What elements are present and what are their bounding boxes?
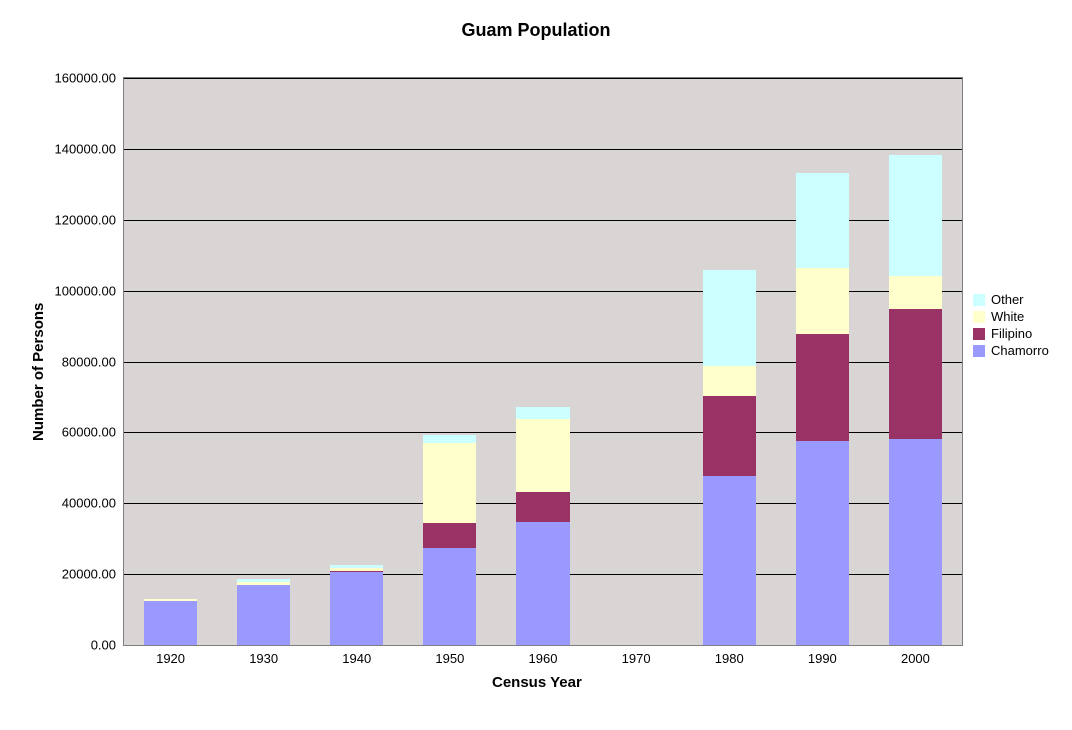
y-tick-label: 80000.00 [62,354,116,369]
y-tick-label: 20000.00 [62,567,116,582]
legend-item-chamorro: Chamorro [973,343,1049,358]
bar-segment-white [423,443,476,523]
x-tick-label: 1980 [715,651,744,666]
x-axis-label: Census Year [492,674,582,691]
bar-segment-chamorro [516,522,569,645]
bar [703,270,756,645]
y-axis-label: Number of Persons [30,302,47,440]
legend-label: Filipino [991,326,1032,341]
bar-segment-other [516,407,569,419]
bar-segment-other [703,270,756,366]
x-tick-label: 1950 [435,651,464,666]
y-tick-label: 60000.00 [62,425,116,440]
bar-segment-chamorro [889,439,942,645]
legend-swatch [973,294,985,306]
y-tick-label: 140000.00 [55,141,116,156]
x-tick-label: 1930 [249,651,278,666]
legend-item-white: White [973,309,1049,324]
bar-segment-chamorro [423,548,476,645]
x-tick-label: 1920 [156,651,185,666]
x-tick-label: 2000 [901,651,930,666]
bar-segment-filipino [330,571,383,573]
bar-segment-other [796,173,849,268]
grid-line [124,149,962,150]
plot-area: 0.0020000.0040000.0060000.0080000.001000… [123,77,963,646]
bar-segment-white [703,366,756,396]
bar-segment-other [423,435,476,443]
y-tick-label: 100000.00 [55,283,116,298]
bar-segment-filipino [423,523,476,548]
legend-swatch [973,328,985,340]
bar-segment-chamorro [796,441,849,645]
bar-segment-other [237,579,290,581]
bar-segment-chamorro [237,585,290,645]
bar-segment-other [889,155,942,276]
bar-segment-other [330,565,383,568]
bar-segment-filipino [516,492,569,522]
legend-item-other: Other [973,292,1049,307]
chart-container: Guam Population 0.0020000.0040000.006000… [0,0,1072,730]
grid-line [124,78,962,79]
bar-segment-filipino [796,334,849,441]
bar-segment-filipino [889,309,942,439]
bar [330,565,383,645]
bar-segment-chamorro [144,601,197,645]
x-tick-label: 1960 [529,651,558,666]
bar-segment-white [889,276,942,309]
bar-segment-chamorro [703,476,756,645]
bar [516,407,569,645]
legend-swatch [973,311,985,323]
bar-segment-white [330,568,383,570]
bar [423,435,476,645]
legend: Other White Filipino Chamorro [973,290,1049,360]
y-tick-label: 0.00 [91,638,116,653]
legend-label: Other [991,292,1024,307]
y-tick-label: 120000.00 [55,212,116,227]
legend-swatch [973,345,985,357]
bar-segment-chamorro [330,572,383,645]
bar-segment-filipino [703,396,756,476]
bar-segment-white [237,582,290,585]
y-tick-label: 40000.00 [62,496,116,511]
legend-item-filipino: Filipino [973,326,1049,341]
bar [796,173,849,645]
chart-title: Guam Population [0,20,1072,41]
bar [889,155,942,645]
bar-segment-white [516,419,569,492]
bar-segment-white [796,268,849,334]
legend-label: White [991,309,1024,324]
y-tick-label: 160000.00 [55,71,116,86]
x-tick-label: 1990 [808,651,837,666]
bar [237,579,290,645]
x-tick-label: 1940 [342,651,371,666]
x-tick-label: 1970 [622,651,651,666]
bar-segment-white [144,599,197,601]
legend-label: Chamorro [991,343,1049,358]
bar [144,599,197,645]
